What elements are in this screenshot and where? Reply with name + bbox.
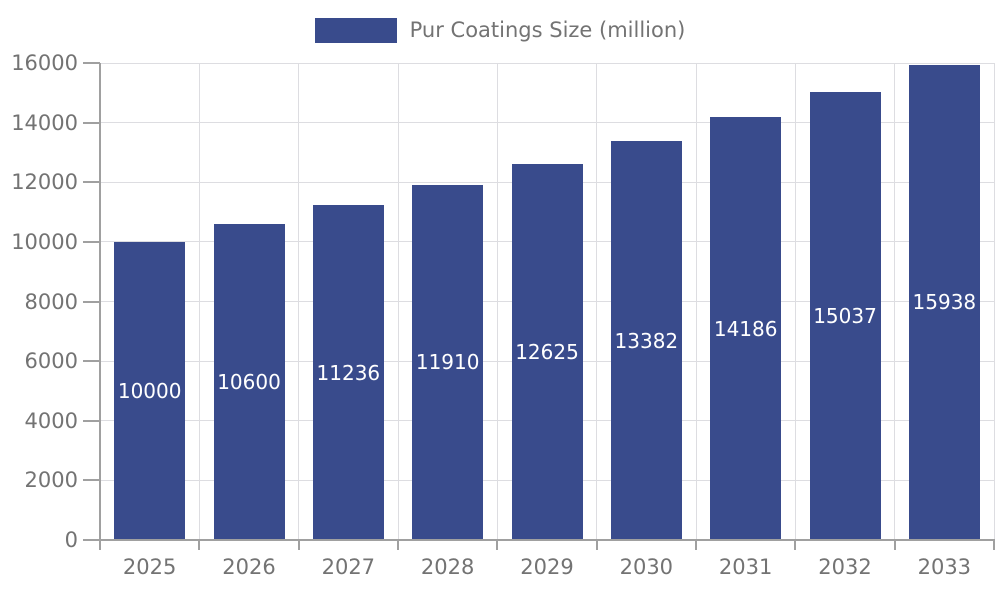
x-axis-tick — [993, 540, 995, 550]
y-axis-tick — [83, 419, 100, 422]
legend-swatch — [314, 18, 397, 43]
bar-value-label: 11236 — [316, 360, 381, 385]
bar — [809, 91, 881, 540]
bar — [908, 64, 980, 540]
x-gridline — [695, 63, 697, 540]
bar — [213, 223, 285, 540]
y-gridline — [100, 62, 994, 64]
x-axis-tick — [695, 540, 697, 550]
y-axis-tick — [83, 360, 100, 363]
bar-value-label: 11910 — [415, 350, 480, 375]
y-tick-label: 16000 — [11, 51, 78, 75]
y-axis-tick — [83, 539, 100, 541]
y-axis-tick — [83, 300, 100, 303]
x-tick-label: 2032 — [818, 555, 872, 579]
x-tick-label: 2033 — [917, 555, 972, 579]
y-axis-tick — [83, 240, 100, 243]
bar-value-label: 12625 — [515, 339, 579, 364]
y-gridline — [100, 122, 994, 124]
y-tick-label: 12000 — [11, 170, 78, 195]
x-axis-tick — [595, 540, 598, 550]
bar — [312, 205, 384, 540]
x-axis-line — [99, 539, 995, 541]
x-gridline — [298, 63, 300, 540]
y-tick-label: 4000 — [24, 408, 78, 433]
x-axis-tick — [794, 540, 797, 550]
y-tick-label: 14000 — [11, 110, 78, 135]
x-tick-label: 2028 — [420, 555, 475, 579]
x-tick-label: 2031 — [718, 555, 773, 579]
bar — [412, 184, 484, 540]
x-axis-tick — [496, 540, 499, 550]
bar — [610, 141, 682, 540]
chart-legend[interactable]: Pur Coatings Size (million) — [0, 18, 1000, 43]
y-tick-label: 6000 — [24, 349, 78, 374]
x-gridline — [496, 63, 498, 540]
x-gridline — [397, 63, 399, 540]
x-gridline — [993, 63, 995, 540]
y-tick-label: 8000 — [24, 289, 78, 314]
x-tick-label: 2026 — [222, 555, 276, 579]
x-gridline — [794, 63, 796, 540]
y-axis-tick — [83, 62, 100, 64]
x-tick-label: 2030 — [619, 555, 674, 579]
bar-value-label: 15938 — [912, 290, 977, 315]
y-tick-label: 10000 — [11, 229, 78, 254]
y-tick-label: 2000 — [24, 468, 78, 493]
bar-value-label: 15037 — [813, 303, 877, 328]
x-gridline — [596, 63, 598, 540]
x-axis-tick — [397, 540, 399, 550]
y-axis-tick — [83, 479, 100, 482]
bar — [511, 163, 583, 540]
x-axis-tick — [297, 540, 300, 550]
bar-value-label: 10600 — [217, 369, 281, 394]
y-axis-line — [99, 63, 101, 550]
bar — [710, 117, 782, 540]
y-axis-tick — [83, 181, 100, 184]
x-axis-tick — [198, 540, 201, 550]
bar-value-label: 14186 — [713, 316, 778, 341]
x-axis-tick — [893, 540, 896, 550]
legend-label: Pur Coatings Size (million) — [409, 18, 686, 42]
bar-value-label: 13382 — [614, 328, 679, 353]
bar — [114, 241, 186, 540]
bar-value-label: 10000 — [117, 378, 182, 403]
x-tick-label: 2025 — [122, 555, 177, 579]
y-axis-tick — [83, 121, 100, 124]
x-gridline — [894, 63, 896, 540]
x-gridline — [198, 63, 200, 540]
x-tick-label: 2027 — [321, 555, 376, 579]
x-tick-label: 2029 — [520, 555, 574, 579]
y-tick-label: 0 — [64, 528, 78, 552]
